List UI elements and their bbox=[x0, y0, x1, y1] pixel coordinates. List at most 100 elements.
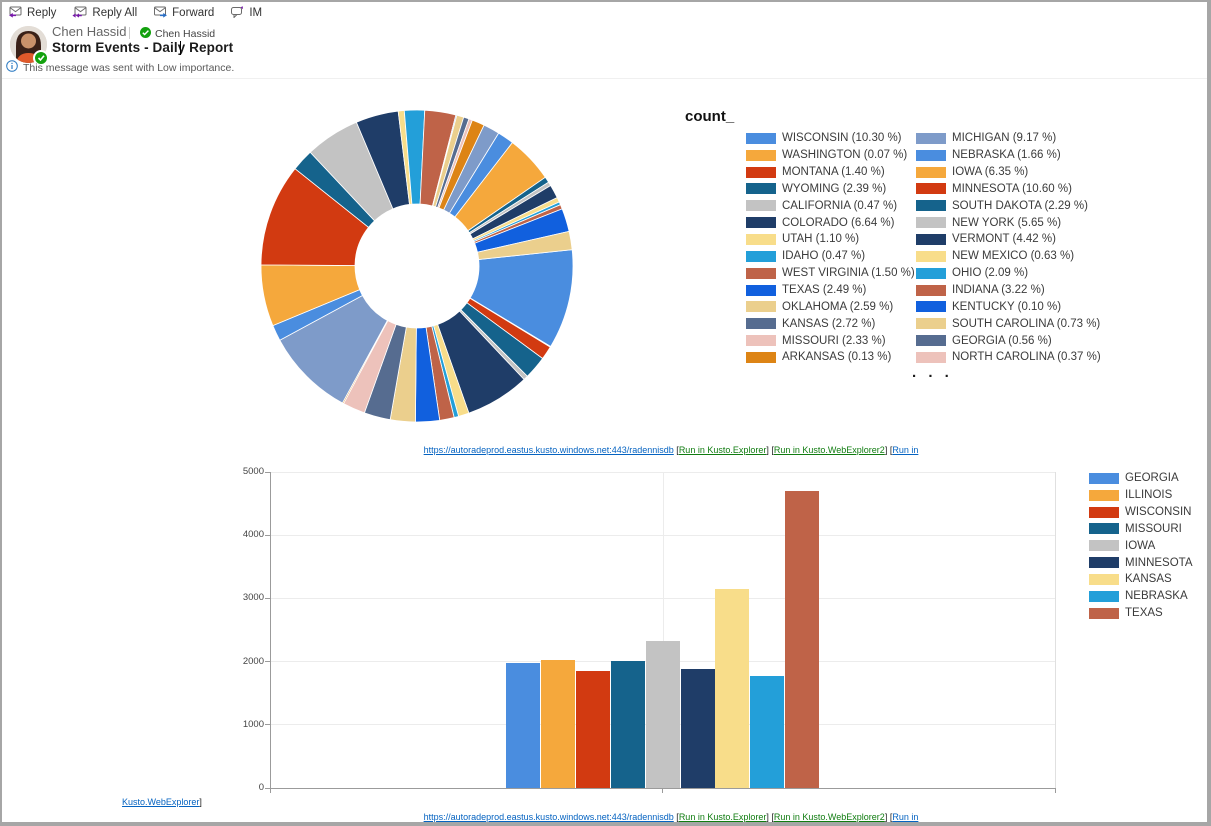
message-subject[interactable]: Storm Events - Daily Report bbox=[52, 40, 234, 55]
legend-item: NEBRASKA (1.66 %) bbox=[916, 147, 1101, 164]
importance-info-bar: This message was sent with Low importanc… bbox=[6, 60, 234, 75]
y-axis-tick bbox=[265, 534, 270, 536]
legend-swatch bbox=[916, 335, 946, 347]
legend-item: WISCONSIN bbox=[1089, 504, 1193, 521]
bar-chart-legend: GEORGIA ILLINOIS WISCONSIN MISSOURI IOWA MINN… bbox=[1089, 470, 1193, 622]
legend-swatch bbox=[916, 284, 946, 296]
gridline bbox=[663, 472, 664, 788]
legend-label: WEST VIRGINIA (1.50 %) bbox=[782, 267, 915, 280]
run-link[interactable]: Run in Kusto.WebExplorer2 bbox=[773, 812, 885, 822]
y-axis-label: 4000 bbox=[242, 529, 264, 541]
run-link[interactable]: Run in Kusto.WebExplorer2 bbox=[773, 445, 885, 455]
legend-label: UTAH (1.10 %) bbox=[782, 233, 860, 246]
bar-minnesota bbox=[680, 669, 715, 788]
legend-label: IOWA bbox=[1125, 539, 1156, 552]
legend-swatch bbox=[916, 132, 946, 144]
legend-item: KENTUCKY (0.10 %) bbox=[916, 298, 1101, 315]
reply-all-icon bbox=[72, 5, 88, 21]
legend-label: SOUTH CAROLINA (0.73 %) bbox=[952, 317, 1101, 330]
presence-indicator: Chen Hassid bbox=[140, 27, 215, 41]
kusto-webexplorer-link[interactable]: Kusto.WebExplorer bbox=[122, 797, 200, 807]
legend-label: GEORGIA (0.56 %) bbox=[952, 334, 1052, 347]
bracket: ] bbox=[884, 445, 888, 455]
legend-item: OKLAHOMA (2.59 %) bbox=[746, 298, 915, 315]
legend-item: INDIANA (3.22 %) bbox=[916, 282, 1101, 299]
kusto-link-line-bar: https://autoradeprod.eastus.kusto.window… bbox=[135, 812, 1207, 822]
im-button[interactable]: IM bbox=[230, 5, 262, 21]
bracket: ] bbox=[766, 812, 769, 822]
bar-missouri bbox=[610, 660, 645, 788]
legend-label: NEBRASKA (1.66 %) bbox=[952, 149, 1061, 162]
im-icon bbox=[230, 5, 245, 21]
legend-item: OHIO (2.09 %) bbox=[916, 265, 1101, 282]
reply-button[interactable]: Reply bbox=[8, 5, 56, 21]
run-link[interactable]: Run in Kusto.Explorer bbox=[678, 812, 767, 822]
legend-swatch bbox=[916, 318, 946, 330]
kusto-url-link[interactable]: https://autoradeprod.eastus.kusto.window… bbox=[423, 812, 674, 822]
legend-item: GEORGIA (0.56 %) bbox=[916, 332, 1101, 349]
legend-item: VERMONT (4.42 %) bbox=[916, 231, 1101, 248]
legend-item: NEW YORK (5.65 %) bbox=[916, 214, 1101, 231]
legend-swatch bbox=[746, 217, 776, 229]
legend-swatch bbox=[1089, 506, 1119, 518]
legend-swatch bbox=[746, 284, 776, 296]
legend-item: MONTANA (1.40 %) bbox=[746, 164, 915, 181]
sender-name[interactable]: Chen Hassid bbox=[52, 24, 127, 39]
legend-item: KANSAS (2.72 %) bbox=[746, 315, 915, 332]
bracket: [ bbox=[889, 812, 893, 822]
reply-all-button[interactable]: Reply All bbox=[72, 5, 137, 21]
legend-swatch bbox=[746, 233, 776, 245]
legend-swatch bbox=[746, 267, 776, 279]
legend-item: IOWA bbox=[1089, 537, 1193, 554]
legend-label: COLORADO (6.64 %) bbox=[782, 216, 895, 229]
legend-swatch bbox=[746, 200, 776, 212]
legend-swatch bbox=[1089, 590, 1119, 602]
y-axis-label: 5000 bbox=[242, 466, 264, 477]
run-link[interactable]: Run in Kusto.Explorer bbox=[678, 445, 767, 455]
legend-label: GEORGIA bbox=[1125, 472, 1179, 485]
legend-label: MONTANA (1.40 %) bbox=[782, 166, 885, 179]
legend-label: MISSOURI bbox=[1125, 522, 1182, 535]
legend-label: MINNESOTA bbox=[1125, 556, 1193, 569]
legend-label: MINNESOTA (10.60 %) bbox=[952, 182, 1072, 195]
legend-label: KANSAS (2.72 %) bbox=[782, 317, 876, 330]
legend-label: WISCONSIN (10.30 %) bbox=[782, 132, 902, 145]
y-axis-label: 3000 bbox=[242, 592, 264, 604]
y-axis-tick bbox=[265, 787, 270, 789]
legend-label: NEBRASKA bbox=[1125, 590, 1188, 603]
run-link[interactable]: Run in bbox=[892, 812, 919, 822]
legend-item: NEW MEXICO (0.63 %) bbox=[916, 248, 1101, 265]
reply-icon bbox=[8, 5, 23, 21]
im-label: IM bbox=[249, 7, 263, 19]
reply-label: Reply bbox=[27, 7, 57, 19]
wrapped-run-link: Kusto.WebExplorer] bbox=[122, 797, 202, 807]
legend-swatch bbox=[916, 200, 946, 212]
presence-available-icon bbox=[140, 27, 151, 41]
legend-label: WISCONSIN bbox=[1125, 506, 1192, 519]
header-rule bbox=[2, 78, 1207, 79]
run-link[interactable]: Run in bbox=[892, 445, 919, 455]
legend-label: MISSOURI (2.33 %) bbox=[782, 334, 886, 347]
legend-item: UTAH (1.10 %) bbox=[746, 231, 915, 248]
y-axis-tick bbox=[265, 661, 270, 663]
legend-label: TEXAS (2.49 %) bbox=[782, 284, 867, 297]
legend-item: KANSAS bbox=[1089, 571, 1193, 588]
forward-button[interactable]: Forward bbox=[153, 5, 214, 21]
legend-item: TEXAS bbox=[1089, 605, 1193, 622]
legend-label: KENTUCKY (0.10 %) bbox=[952, 300, 1062, 313]
legend-swatch bbox=[1089, 573, 1119, 585]
bracket: [ bbox=[771, 445, 774, 455]
legend-swatch bbox=[746, 301, 776, 313]
pie-legend-column-2: MICHIGAN (9.17 %) NEBRASKA (1.66 %) IOWA (… bbox=[916, 130, 1101, 366]
legend-label: NEW YORK (5.65 %) bbox=[952, 216, 1062, 229]
legend-label: SOUTH DAKOTA (2.29 %) bbox=[952, 199, 1088, 212]
legend-swatch bbox=[746, 335, 776, 347]
legend-more-indicator[interactable]: . . . bbox=[912, 364, 953, 381]
legend-item: ILLINOIS bbox=[1089, 487, 1193, 504]
kusto-url-link[interactable]: https://autoradeprod.eastus.kusto.window… bbox=[423, 445, 674, 455]
legend-swatch bbox=[916, 301, 946, 313]
legend-label: ARKANSAS (0.13 %) bbox=[782, 351, 892, 364]
legend-swatch bbox=[746, 351, 776, 363]
legend-swatch bbox=[746, 318, 776, 330]
legend-item: MISSOURI bbox=[1089, 521, 1193, 538]
